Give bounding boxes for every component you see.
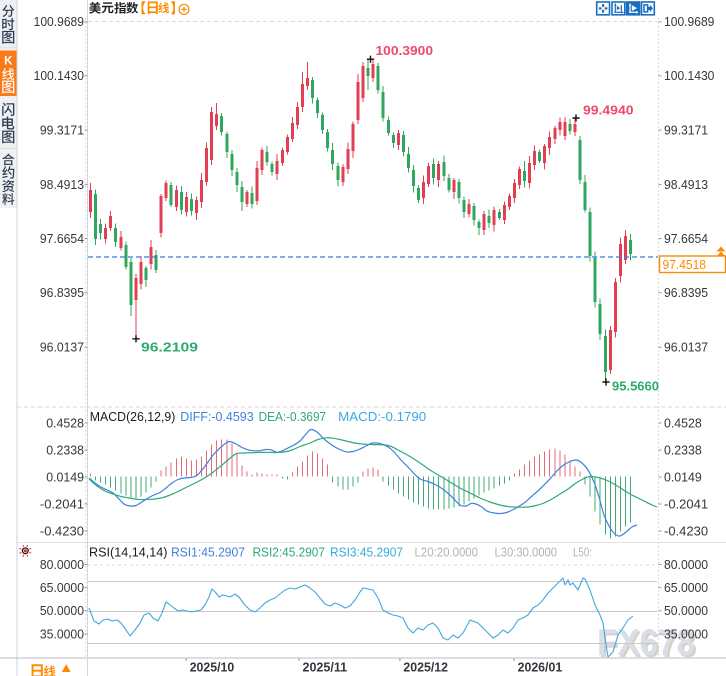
svg-text:FX678: FX678 (597, 622, 695, 663)
svg-text:0.0149: 0.0149 (46, 470, 84, 484)
svg-text:99.3171: 99.3171 (40, 123, 84, 137)
svg-text:-0.4230: -0.4230 (40, 524, 84, 538)
svg-text:0.4528: 0.4528 (664, 416, 702, 430)
svg-text:50.0000: 50.0000 (664, 604, 708, 618)
svg-text:L20:20.0000: L20:20.0000 (415, 546, 479, 560)
svg-text:65.0000: 65.0000 (664, 581, 708, 595)
svg-text:RSI2:45.2907: RSI2:45.2907 (253, 546, 326, 560)
svg-text:95.5660: 95.5660 (612, 379, 659, 394)
svg-text:0.0149: 0.0149 (664, 470, 702, 484)
svg-text:DIFF:-0.4593: DIFF:-0.4593 (180, 410, 254, 424)
svg-text:97.6654: 97.6654 (664, 232, 708, 246)
svg-text:L30:30.0000: L30:30.0000 (495, 546, 558, 560)
svg-text:99.3171: 99.3171 (664, 123, 708, 137)
svg-text:K: K (4, 56, 13, 68)
svg-text:2026/01: 2026/01 (518, 660, 563, 675)
svg-text:-0.2041: -0.2041 (40, 497, 84, 511)
svg-text:97.4518: 97.4518 (663, 257, 707, 272)
svg-text:96.8395: 96.8395 (664, 286, 708, 300)
svg-text:50.0000: 50.0000 (40, 604, 84, 618)
svg-text:35.0000: 35.0000 (664, 627, 708, 641)
svg-text:98.4913: 98.4913 (664, 178, 708, 192)
svg-text:100.1430: 100.1430 (34, 69, 84, 83)
svg-text:DEA:-0.3697: DEA:-0.3697 (259, 410, 327, 424)
svg-text:MACD:-0.1790: MACD:-0.1790 (338, 410, 426, 424)
svg-text:2025/11: 2025/11 (303, 660, 348, 675)
svg-text:L50:: L50: (573, 546, 592, 560)
svg-text:0.2338: 0.2338 (46, 443, 84, 457)
svg-text:RSI1:45.2907: RSI1:45.2907 (171, 546, 245, 560)
svg-text:-0.4230: -0.4230 (664, 524, 708, 538)
svg-text:99.4940: 99.4940 (583, 103, 634, 118)
svg-text:80.0000: 80.0000 (40, 558, 84, 572)
svg-text:100.9689: 100.9689 (664, 15, 714, 29)
svg-text:98.4913: 98.4913 (40, 178, 84, 192)
svg-text:100.1430: 100.1430 (664, 69, 714, 83)
svg-text:96.0137: 96.0137 (664, 341, 708, 355)
svg-text:-0.2041: -0.2041 (664, 497, 708, 511)
svg-text:0.4528: 0.4528 (46, 416, 84, 430)
svg-text:MACD(26,12,9): MACD(26,12,9) (90, 410, 176, 424)
svg-text:65.0000: 65.0000 (40, 581, 84, 595)
svg-text:100.9689: 100.9689 (34, 15, 84, 29)
svg-text:96.0137: 96.0137 (40, 341, 84, 355)
svg-text:96.2109: 96.2109 (141, 340, 198, 355)
svg-text:0.2338: 0.2338 (664, 443, 702, 457)
svg-text:RSI3:45.2907: RSI3:45.2907 (330, 546, 403, 560)
svg-text:100.3900: 100.3900 (376, 43, 434, 58)
svg-text:96.8395: 96.8395 (40, 286, 84, 300)
svg-text:35.0000: 35.0000 (40, 627, 84, 641)
svg-text:2025/10: 2025/10 (190, 660, 235, 675)
svg-text:97.6654: 97.6654 (40, 232, 84, 246)
svg-text:80.0000: 80.0000 (664, 558, 708, 572)
svg-text:RSI(14,14,14): RSI(14,14,14) (89, 546, 168, 560)
svg-text:2025/12: 2025/12 (403, 660, 448, 675)
